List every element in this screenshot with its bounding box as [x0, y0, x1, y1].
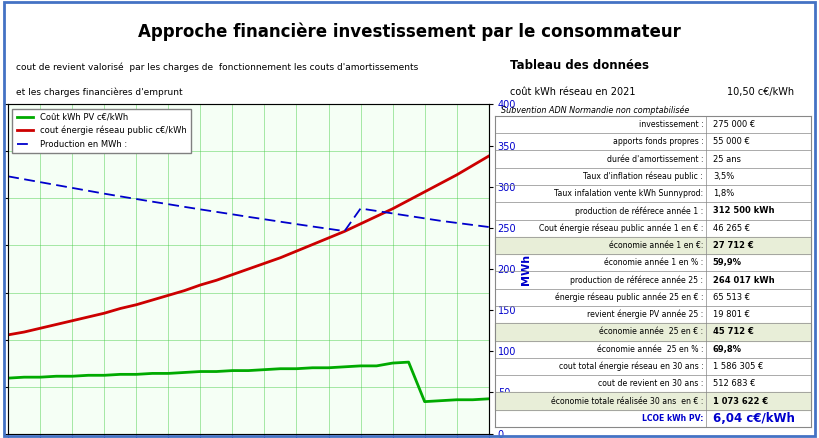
Text: 275 000 €: 275 000 € — [713, 120, 755, 129]
Text: économie année 1 en €:: économie année 1 en €: — [609, 241, 704, 250]
Text: cout de revient valorisé  par les charges de  fonctionnement les couts d'amortis: cout de revient valorisé par les charges… — [16, 63, 419, 72]
Text: Taux d'inflation réseau public :: Taux d'inflation réseau public : — [583, 172, 704, 181]
Text: 45 712 €: 45 712 € — [713, 328, 753, 336]
Text: 19 801 €: 19 801 € — [713, 310, 750, 319]
Text: production de référece année 25 :: production de référece année 25 : — [570, 276, 704, 285]
Text: 10,50 c€/kWh: 10,50 c€/kWh — [726, 87, 794, 97]
Text: 25 ans: 25 ans — [713, 155, 741, 164]
Legend: Coût kWh PV c€/kWh, cout énergie réseau public c€/kWh, Production en MWh :: Coût kWh PV c€/kWh, cout énergie réseau … — [12, 109, 191, 153]
Text: revient énergie PV année 25 :: revient énergie PV année 25 : — [587, 310, 704, 319]
Y-axis label: MWh: MWh — [521, 254, 531, 285]
Text: cout total énergie réseau en 30 ans :: cout total énergie réseau en 30 ans : — [559, 362, 704, 371]
Text: 27 712 €: 27 712 € — [713, 241, 753, 250]
Bar — [495, 392, 811, 410]
Text: Tableau des données: Tableau des données — [509, 60, 649, 72]
Text: 6,04 c€/kWh: 6,04 c€/kWh — [713, 412, 794, 425]
Text: apports fonds propres :: apports fonds propres : — [613, 137, 704, 146]
Text: 1,8%: 1,8% — [713, 189, 734, 198]
Text: Taux infalation vente kWh Sunnyprod:: Taux infalation vente kWh Sunnyprod: — [554, 189, 704, 198]
Text: économie année  25 en % :: économie année 25 en % : — [597, 345, 704, 354]
Text: 1 586 305 €: 1 586 305 € — [713, 362, 763, 371]
Text: 1 073 622 €: 1 073 622 € — [713, 396, 768, 406]
Text: investissement :: investissement : — [639, 120, 704, 129]
Text: économie totale réalisée 30 ans  en € :: économie totale réalisée 30 ans en € : — [551, 396, 704, 406]
Text: LCOE kWh PV:: LCOE kWh PV: — [642, 414, 704, 423]
Text: 3,5%: 3,5% — [713, 172, 734, 181]
Text: 312 500 kWh: 312 500 kWh — [713, 206, 774, 215]
Text: 46 265 €: 46 265 € — [713, 224, 750, 233]
Text: Cout énergie réseau public année 1 en € :: Cout énergie réseau public année 1 en € … — [539, 223, 704, 233]
Text: Approche financière investissement par le consommateur: Approche financière investissement par l… — [138, 23, 681, 41]
Text: durée d'amortissement :: durée d'amortissement : — [607, 155, 704, 164]
Text: 55 000 €: 55 000 € — [713, 137, 749, 146]
Text: et les charges financières d'emprunt: et les charges financières d'emprunt — [16, 87, 183, 97]
Text: 512 683 €: 512 683 € — [713, 379, 755, 389]
Text: 69,8%: 69,8% — [713, 345, 742, 354]
Text: énergie réseau public année 25 en € :: énergie réseau public année 25 en € : — [554, 293, 704, 302]
Text: 264 017 kWh: 264 017 kWh — [713, 276, 775, 285]
Text: économie année 1 en % :: économie année 1 en % : — [604, 258, 704, 267]
Text: production de référece année 1 :: production de référece année 1 : — [575, 206, 704, 215]
Bar — [495, 237, 811, 254]
Text: Subvention ADN Normandie non comptabilisée: Subvention ADN Normandie non comptabilis… — [501, 106, 690, 116]
Text: économie année  25 en € :: économie année 25 en € : — [600, 328, 704, 336]
Text: 59,9%: 59,9% — [713, 258, 742, 267]
Text: cout de revient en 30 ans :: cout de revient en 30 ans : — [598, 379, 704, 389]
Bar — [495, 323, 811, 341]
Text: coût kWh réseau en 2021: coût kWh réseau en 2021 — [509, 87, 636, 97]
Text: 65 513 €: 65 513 € — [713, 293, 750, 302]
